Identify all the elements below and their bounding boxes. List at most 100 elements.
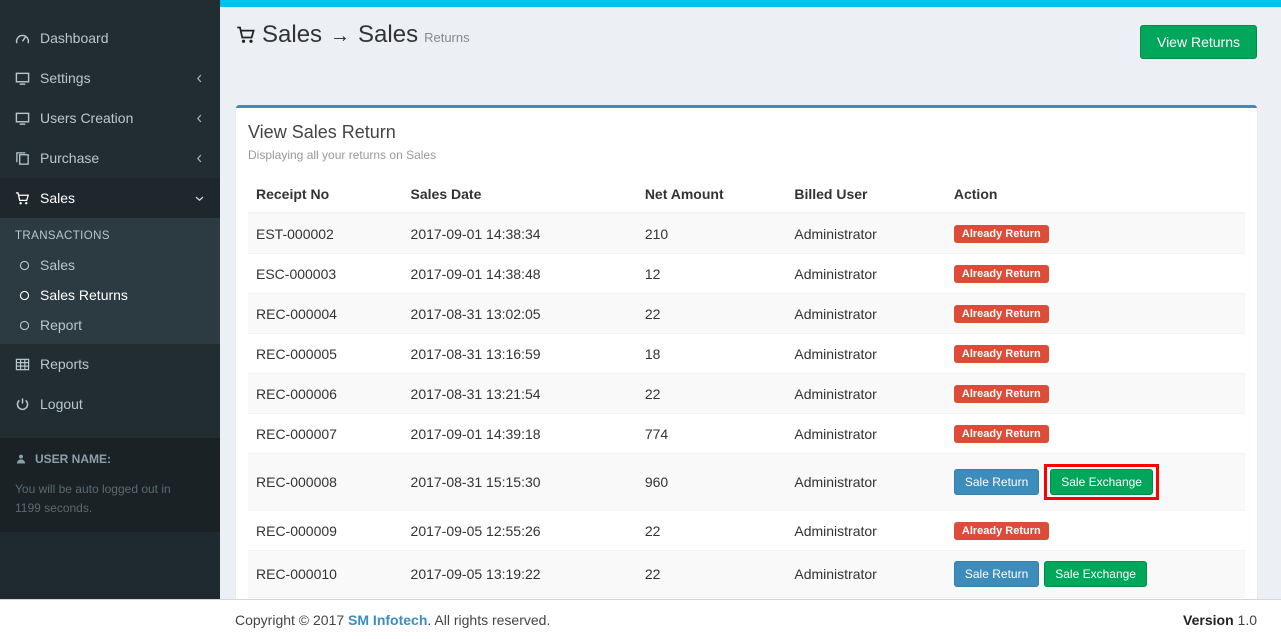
table-row: REC-000009 2017-09-05 12:55:26 22 Administr… bbox=[248, 510, 1245, 551]
net-amount-cell: 210 bbox=[636, 213, 787, 254]
receipt-no-cell: REC-000004 bbox=[248, 293, 403, 334]
chevron-left-icon bbox=[194, 113, 205, 124]
already-return-badge: Already Return bbox=[953, 265, 1049, 283]
page-title: Sales → Sales Returns bbox=[236, 21, 470, 49]
receipt-no-cell: REC-000009 bbox=[248, 510, 403, 551]
table-row: REC-000010 2017-09-05 13:19:22 22 Administr… bbox=[248, 550, 1245, 598]
sidebar-item-label: Sales bbox=[40, 190, 76, 206]
column-header-receipt-no: Receipt No bbox=[248, 176, 403, 214]
sale-exchange-button[interactable]: Sale Exchange bbox=[1050, 469, 1153, 495]
net-amount-cell: 18 bbox=[636, 333, 787, 374]
copyright-text: Copyright © 2017 SM Infotech. All rights… bbox=[235, 612, 550, 628]
already-return-badge: Already Return bbox=[953, 425, 1049, 443]
company-link[interactable]: SM Infotech bbox=[348, 611, 428, 628]
highlight-annotation-box: Sale Exchange bbox=[1044, 464, 1159, 500]
dashboard-icon bbox=[15, 31, 30, 46]
table-icon bbox=[15, 357, 30, 372]
action-cell: Already Return bbox=[945, 333, 1245, 374]
power-icon bbox=[15, 397, 30, 412]
sales-date-cell: 2017-09-05 13:19:22 bbox=[402, 550, 637, 598]
breadcrumb-returns: Returns bbox=[424, 30, 470, 45]
net-amount-cell: 22 bbox=[636, 510, 787, 551]
sale-return-button[interactable]: Sale Return bbox=[953, 469, 1040, 495]
sidebar-menu: Dashboard Settings Users Creation bbox=[0, 0, 220, 424]
billed-user-cell: Administrator bbox=[786, 373, 946, 414]
sidebar-item-label: Users Creation bbox=[40, 110, 134, 126]
already-return-badge: Already Return bbox=[953, 305, 1049, 323]
table-row: REC-000007 2017-09-01 14:39:18 774 Administ… bbox=[248, 413, 1245, 454]
billed-user-cell: Administrator bbox=[786, 293, 946, 334]
net-amount-cell: 22 bbox=[636, 550, 787, 598]
sidebar-subitem-sales[interactable]: Sales bbox=[0, 250, 220, 280]
net-amount-cell: 22 bbox=[636, 293, 787, 334]
sidebar-item-reports[interactable]: Reports bbox=[0, 344, 220, 384]
sidebar: Dashboard Settings Users Creation bbox=[0, 0, 220, 599]
sales-table-body: EST-000002 2017-09-01 14:38:34 210 Administ… bbox=[248, 213, 1245, 598]
version-text: Version 1.0 bbox=[1183, 612, 1257, 628]
cart-icon bbox=[15, 191, 30, 206]
sidebar-subitem-label: Report bbox=[40, 317, 83, 333]
card-title: View Sales Return bbox=[248, 122, 396, 142]
column-header-action: Action bbox=[945, 176, 1245, 214]
sidebar-item-logout[interactable]: Logout bbox=[0, 384, 220, 424]
table-header-row: Receipt No Sales Date Net Amount Billed … bbox=[248, 176, 1245, 214]
receipt-no-cell: REC-000007 bbox=[248, 413, 403, 454]
net-amount-cell: 22 bbox=[636, 373, 787, 414]
sidebar-item-users-creation[interactable]: Users Creation bbox=[0, 98, 220, 138]
chevron-left-icon bbox=[194, 73, 205, 84]
sidebar-item-label: Dashboard bbox=[40, 30, 109, 46]
sales-date-cell: 2017-09-01 14:38:48 bbox=[402, 253, 637, 294]
sidebar-subitem-sales-returns[interactable]: Sales Returns bbox=[0, 280, 220, 310]
version-label: Version bbox=[1183, 611, 1234, 628]
sales-date-cell: 2017-09-05 12:55:26 bbox=[402, 510, 637, 551]
copy-icon bbox=[15, 151, 30, 166]
sidebar-subitem-report[interactable]: Report bbox=[0, 310, 220, 340]
main-content: Sales → Sales Returns View Returns View … bbox=[220, 0, 1281, 620]
sale-return-button[interactable]: Sale Return bbox=[953, 561, 1040, 587]
sales-date-cell: 2017-09-01 14:39:18 bbox=[402, 413, 637, 454]
table-row: REC-000005 2017-08-31 13:16:59 18 Administr… bbox=[248, 333, 1245, 374]
chevron-down-icon bbox=[194, 193, 205, 204]
billed-user-cell: Administrator bbox=[786, 510, 946, 551]
monitor-icon bbox=[15, 71, 30, 86]
sidebar-item-sales[interactable]: Sales bbox=[0, 178, 220, 218]
already-return-badge: Already Return bbox=[953, 345, 1049, 363]
breadcrumb-sales: Sales bbox=[262, 21, 323, 48]
sales-date-cell: 2017-08-31 13:16:59 bbox=[402, 333, 637, 374]
action-cell: Already Return bbox=[945, 213, 1245, 254]
net-amount-cell: 774 bbox=[636, 413, 787, 454]
breadcrumb-sales-2: Sales bbox=[358, 21, 419, 48]
copyright-suffix: . All rights reserved. bbox=[427, 611, 551, 628]
receipt-no-cell: REC-000006 bbox=[248, 373, 403, 414]
footer: Copyright © 2017 SM Infotech. All rights… bbox=[0, 599, 1281, 639]
card-body: Receipt No Sales Date Net Amount Billed … bbox=[236, 170, 1257, 620]
billed-user-cell: Administrator bbox=[786, 453, 946, 511]
monitor-icon bbox=[15, 111, 30, 126]
billed-user-cell: Administrator bbox=[786, 213, 946, 254]
sidebar-subitem-label: Sales Returns bbox=[40, 287, 128, 303]
billed-user-cell: Administrator bbox=[786, 550, 946, 598]
sidebar-item-label: Logout bbox=[40, 396, 83, 412]
sidebar-item-purchase[interactable]: Purchase bbox=[0, 138, 220, 178]
billed-user-cell: Administrator bbox=[786, 253, 946, 294]
action-cell: Already Return bbox=[945, 413, 1245, 454]
receipt-no-cell: ESC-000003 bbox=[248, 253, 403, 294]
chevron-left-icon bbox=[194, 153, 205, 164]
action-cell: Already Return bbox=[945, 510, 1245, 551]
sale-exchange-button[interactable]: Sale Exchange bbox=[1044, 561, 1147, 587]
column-header-net-amount: Net Amount bbox=[636, 176, 787, 214]
already-return-badge: Already Return bbox=[953, 225, 1049, 243]
circle-o-icon bbox=[18, 319, 31, 332]
sidebar-item-dashboard[interactable]: Dashboard bbox=[0, 18, 220, 58]
sidebar-user-block: USER NAME: You will be auto logged out i… bbox=[0, 438, 220, 533]
action-cell: Sale Return Sale Exchange bbox=[945, 453, 1245, 511]
sales-date-cell: 2017-09-01 14:38:34 bbox=[402, 213, 637, 254]
billed-user-cell: Administrator bbox=[786, 333, 946, 374]
sidebar-item-settings[interactable]: Settings bbox=[0, 58, 220, 98]
receipt-no-cell: REC-000010 bbox=[248, 550, 403, 598]
table-row: REC-000006 2017-08-31 13:21:54 22 Administr… bbox=[248, 373, 1245, 414]
already-return-badge: Already Return bbox=[953, 385, 1049, 403]
view-returns-button[interactable]: View Returns bbox=[1139, 25, 1257, 59]
action-cell: Sale Return Sale Exchange bbox=[945, 550, 1245, 598]
